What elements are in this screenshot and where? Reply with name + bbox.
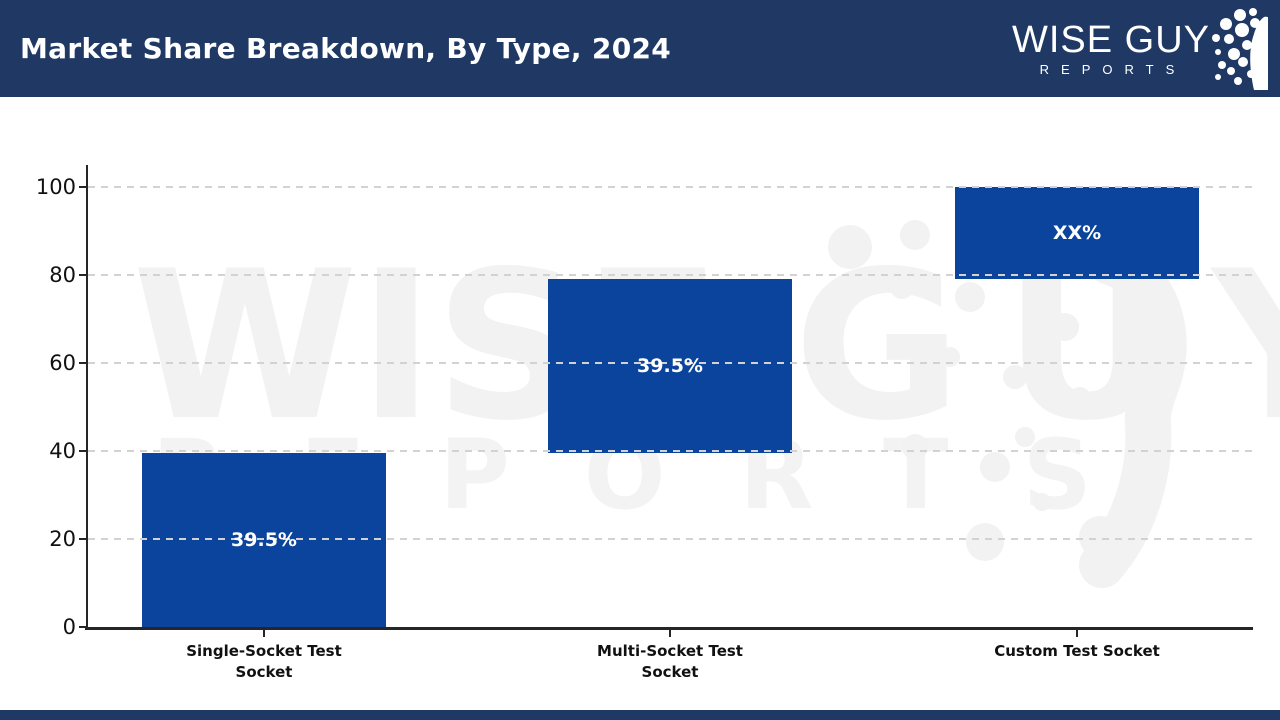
x-category-label: Multi-Socket Test Socket: [597, 642, 743, 681]
x-axis-line: [85, 627, 1253, 630]
bar-value-label: 39.5%: [231, 529, 297, 552]
logo-wordmark-main: WISE GUY: [1011, 19, 1210, 61]
x-category-label: Single-Socket Test Socket: [186, 642, 342, 681]
logo-face-icon: [1212, 8, 1268, 90]
logo-wordmark: WISE GUY REPORTS: [1012, 20, 1210, 77]
x-tick-mark: [669, 630, 671, 637]
y-tick-label: 0: [62, 615, 76, 639]
y-tick-mark: [79, 538, 86, 540]
y-tick-mark: [79, 186, 86, 188]
logo-wordmark-sub: REPORTS: [1039, 62, 1187, 77]
page-title: Market Share Breakdown, By Type, 2024: [20, 32, 672, 65]
bar-segment: [142, 453, 386, 627]
chart-area: WISE GUY REPORTS 02040608010039.5%Single…: [0, 97, 1280, 710]
gridline-100: [88, 186, 1253, 188]
x-tick-mark: [263, 630, 265, 637]
gridline-80: [88, 274, 1253, 276]
y-tick-label: 20: [49, 527, 76, 551]
y-axis-line: [86, 165, 88, 628]
footer-bar: [0, 710, 1280, 720]
y-tick-mark: [79, 626, 86, 628]
gridline-40: [88, 450, 1253, 452]
x-tick-mark: [1076, 630, 1078, 637]
bar-segment: [548, 279, 792, 454]
y-tick-label: 80: [49, 263, 76, 287]
bar-value-label: XX%: [1052, 222, 1102, 245]
y-tick-mark: [79, 362, 86, 364]
gridline-60: [88, 362, 1253, 364]
y-tick-mark: [79, 274, 86, 276]
x-category-label: Custom Test Socket: [994, 642, 1160, 660]
brand-logo: WISE GUY REPORTS: [1012, 6, 1268, 92]
y-tick-mark: [79, 450, 86, 452]
y-tick-label: 60: [49, 351, 76, 375]
y-tick-label: 40: [49, 439, 76, 463]
bar-value-label: 39.5%: [637, 355, 703, 378]
gridline-20: [88, 538, 1253, 540]
header-bar: Market Share Breakdown, By Type, 2024 WI…: [0, 0, 1280, 97]
y-tick-label: 100: [35, 175, 76, 199]
